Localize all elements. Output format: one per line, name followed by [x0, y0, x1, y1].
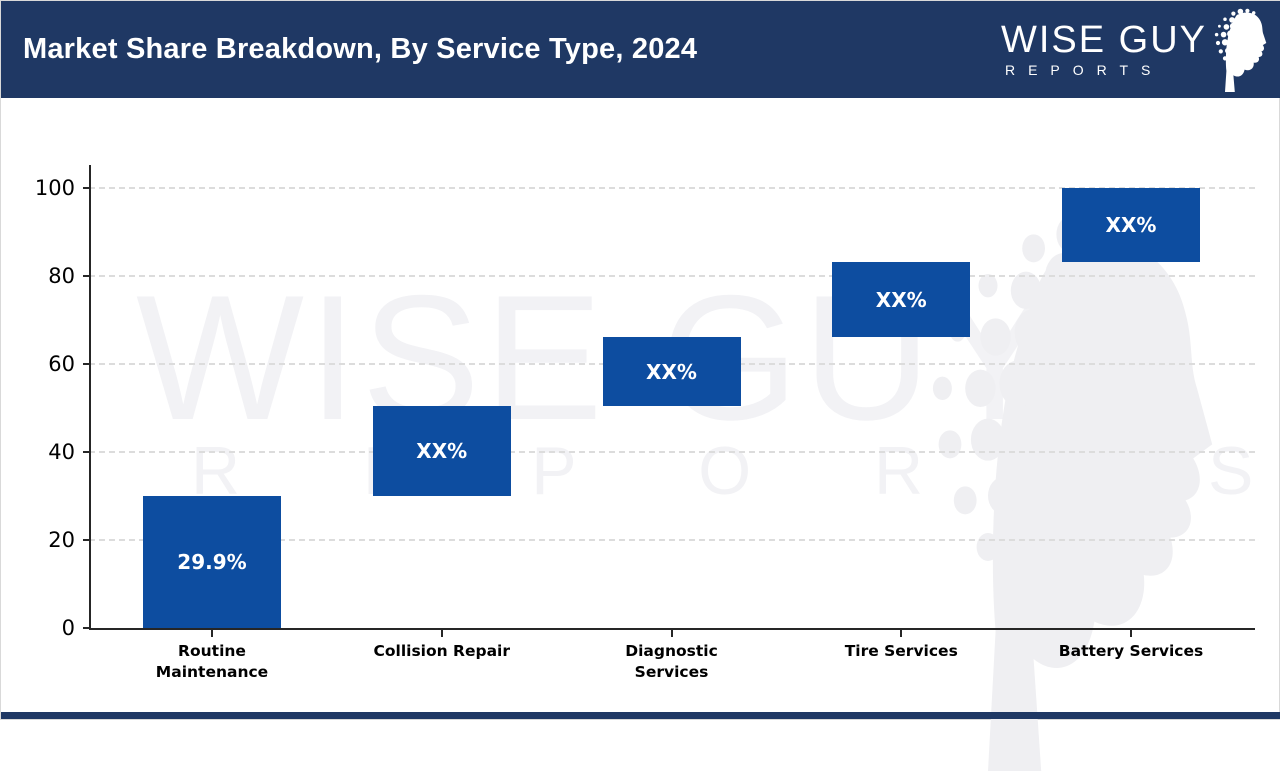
gridline [89, 451, 1255, 453]
bar-battery-services [1062, 188, 1200, 262]
x-axis-tick-mark [900, 630, 903, 637]
x-axis-tick-mark [670, 630, 673, 637]
y-axis-tick-label: 100 [34, 176, 75, 200]
x-category-label: Battery Services [1058, 642, 1204, 660]
x-category-label: Collision Repair [373, 642, 511, 660]
y-axis-tick-label: 0 [61, 616, 75, 640]
y-axis-tick-label: 80 [48, 264, 75, 288]
gridline [89, 539, 1255, 541]
bar-value-label: XX% [875, 287, 927, 312]
waterfall-chart: 0 20 40 60 80 100 29.9% Routine Maintenance XX% Co… [1, 98, 1280, 714]
y-axis-tick-mark [83, 451, 90, 453]
header-bar: Market Share Breakdown, By Service Type,… [1, 1, 1280, 98]
x-category-label: Tire Services [844, 642, 958, 660]
wise-guy-reports-logo: WISE GUY REPORTS [1001, 8, 1280, 92]
y-axis-tick-label: 40 [48, 440, 75, 464]
y-axis-tick-mark [83, 539, 90, 541]
logo-wordmark: WISE GUY [1000, 19, 1207, 61]
x-axis-tick-mark [440, 630, 443, 637]
bar-diagnostic-services [602, 337, 741, 407]
page-title: Market Share Breakdown, By Service Type,… [23, 33, 698, 65]
x-axis-tick-mark [1130, 630, 1132, 637]
y-axis-tick-mark [83, 363, 90, 365]
bar-value-label: XX% [416, 439, 468, 464]
y-axis-line [89, 165, 91, 630]
footer-bar [1, 712, 1280, 719]
y-axis-tick-mark [83, 187, 90, 189]
bar-routine-maintenance [143, 496, 281, 628]
y-axis-tick-mark [83, 627, 90, 629]
bar-collision-repair [372, 406, 511, 497]
logo-subtitle: REPORTS [1004, 62, 1164, 78]
logo-text: WISE GUY REPORTS [1001, 21, 1207, 78]
dotted-head-icon [1214, 8, 1267, 92]
y-axis-tick-label: 20 [48, 528, 75, 552]
gridline [89, 275, 1255, 277]
x-axis-line [89, 628, 1255, 630]
y-axis-tick-label: 60 [48, 352, 75, 376]
bar-value-label: XX% [1105, 212, 1157, 237]
gridline [89, 187, 1255, 189]
x-category-label: Diagnostic Services [625, 642, 718, 681]
y-axis-tick-mark [83, 275, 90, 277]
x-axis-tick-mark [211, 630, 213, 637]
x-category-label: Routine Maintenance [155, 642, 269, 681]
bar-tire-services [832, 261, 971, 338]
bar-value-label: XX% [646, 359, 697, 384]
bar-value-label: 29.9% [177, 550, 247, 575]
